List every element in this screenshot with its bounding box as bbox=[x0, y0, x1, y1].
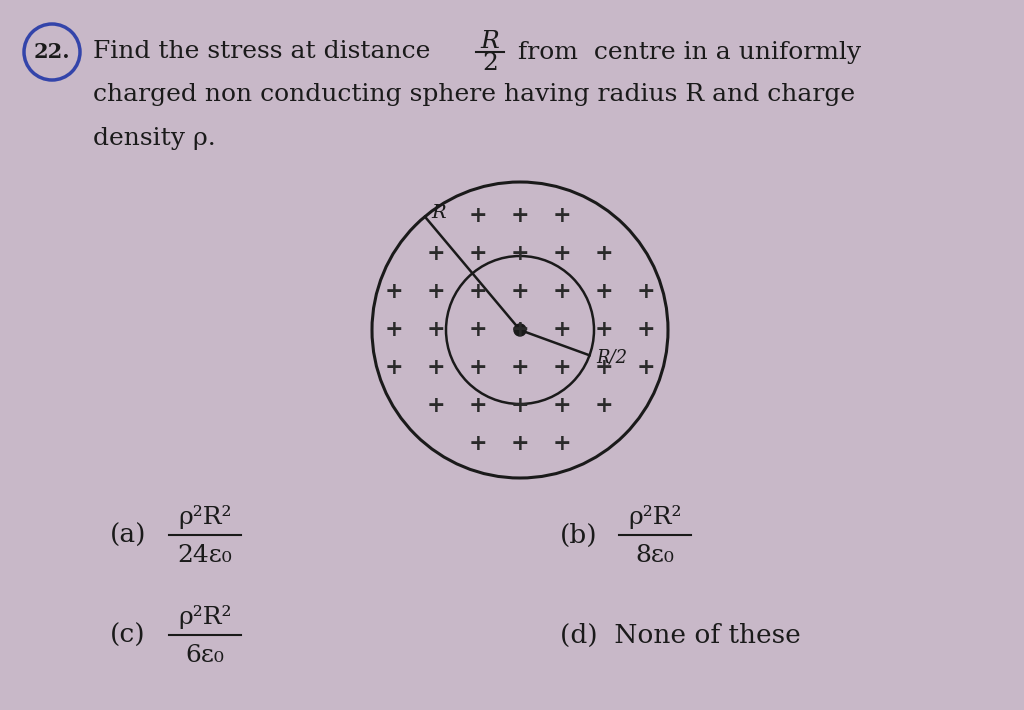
Text: R: R bbox=[480, 31, 500, 53]
Text: ρ²R²: ρ²R² bbox=[178, 605, 231, 629]
Text: +: + bbox=[553, 281, 571, 303]
Text: +: + bbox=[595, 357, 613, 379]
Text: +: + bbox=[511, 243, 529, 265]
Text: ρ²R²: ρ²R² bbox=[178, 505, 231, 529]
Text: +: + bbox=[637, 281, 655, 303]
Text: (a): (a) bbox=[110, 523, 146, 547]
Text: charged non conducting sphere having radius R and charge: charged non conducting sphere having rad… bbox=[93, 84, 855, 106]
Text: +: + bbox=[469, 319, 487, 341]
Text: +: + bbox=[427, 357, 445, 379]
Text: +: + bbox=[637, 319, 655, 341]
Text: +: + bbox=[469, 433, 487, 455]
Text: +: + bbox=[427, 395, 445, 417]
Text: +: + bbox=[469, 205, 487, 227]
Text: +: + bbox=[469, 395, 487, 417]
Text: +: + bbox=[595, 281, 613, 303]
Text: R/2: R/2 bbox=[596, 349, 627, 366]
Text: +: + bbox=[595, 319, 613, 341]
Text: +: + bbox=[511, 319, 529, 341]
Text: (c): (c) bbox=[110, 623, 145, 648]
Text: +: + bbox=[637, 357, 655, 379]
Text: 2: 2 bbox=[482, 53, 498, 75]
Text: +: + bbox=[595, 395, 613, 417]
Text: +: + bbox=[511, 395, 529, 417]
Text: ρ²R²: ρ²R² bbox=[629, 505, 682, 529]
Text: +: + bbox=[469, 243, 487, 265]
Text: +: + bbox=[511, 205, 529, 227]
Text: from  centre in a uniformly: from centre in a uniformly bbox=[510, 40, 861, 63]
Text: (d)  None of these: (d) None of these bbox=[560, 623, 801, 648]
Text: +: + bbox=[553, 357, 571, 379]
Text: (b): (b) bbox=[560, 523, 598, 547]
Text: +: + bbox=[427, 243, 445, 265]
Text: 22.: 22. bbox=[34, 42, 71, 62]
Text: +: + bbox=[427, 281, 445, 303]
Text: +: + bbox=[553, 243, 571, 265]
Text: +: + bbox=[553, 205, 571, 227]
Text: +: + bbox=[553, 433, 571, 455]
Text: +: + bbox=[427, 319, 445, 341]
Text: 6ε₀: 6ε₀ bbox=[185, 643, 224, 667]
Text: +: + bbox=[469, 357, 487, 379]
Text: +: + bbox=[553, 395, 571, 417]
Text: +: + bbox=[469, 281, 487, 303]
Text: Find the stress at distance: Find the stress at distance bbox=[93, 40, 430, 63]
Text: +: + bbox=[511, 357, 529, 379]
Text: +: + bbox=[511, 433, 529, 455]
Text: 8ε₀: 8ε₀ bbox=[636, 543, 675, 567]
Text: 24ε₀: 24ε₀ bbox=[177, 543, 232, 567]
Text: +: + bbox=[511, 281, 529, 303]
Text: +: + bbox=[385, 281, 403, 303]
Text: R: R bbox=[431, 204, 446, 222]
Text: +: + bbox=[553, 319, 571, 341]
Circle shape bbox=[514, 324, 526, 336]
Text: +: + bbox=[595, 243, 613, 265]
Text: +: + bbox=[385, 357, 403, 379]
Text: +: + bbox=[385, 319, 403, 341]
Text: density ρ.: density ρ. bbox=[93, 126, 216, 150]
